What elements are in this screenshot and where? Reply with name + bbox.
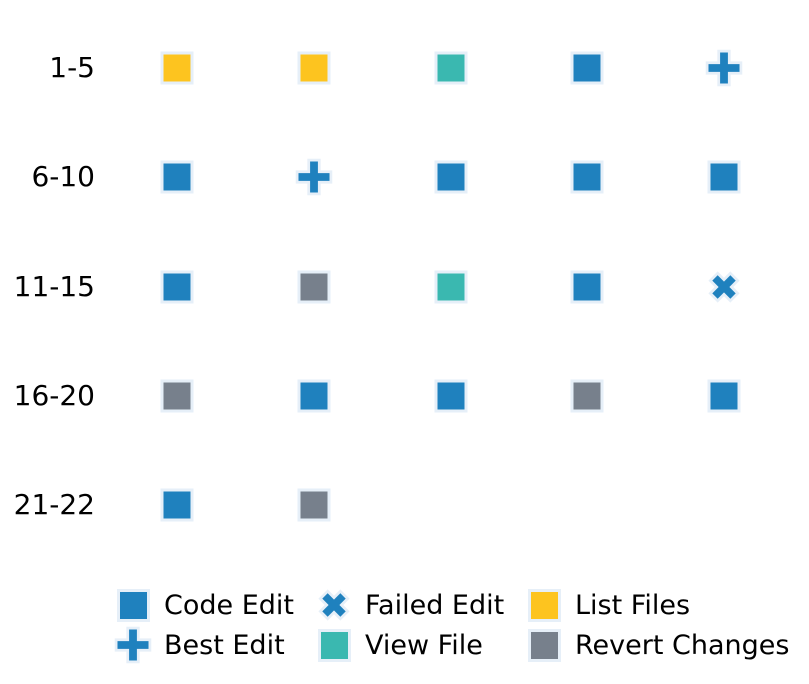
legend-label: Best Edit (164, 629, 285, 661)
marker-revert-changes (527, 628, 561, 662)
legend-item-list-files: List Files (526, 585, 789, 625)
failed-edit-x-icon (318, 589, 350, 621)
legend-item-failed-edit: Failed Edit (316, 585, 526, 625)
legend-label: List Files (575, 589, 691, 621)
legend-item-best-edit: Best Edit (114, 625, 316, 665)
marker-code-edit (434, 379, 467, 413)
code-edit-square-icon (434, 379, 467, 413)
marker-code-edit (160, 488, 194, 522)
marker-code-edit (160, 160, 194, 194)
marker-list-files (160, 51, 194, 85)
code-edit-square-icon (297, 379, 331, 413)
legend-swatch (316, 586, 352, 624)
legend-swatch (526, 588, 562, 622)
marker-code-edit (570, 51, 604, 85)
marker-code-edit (160, 270, 194, 304)
marker-failed-edit (315, 586, 353, 624)
view-file-square-icon (317, 628, 351, 662)
legend-item-view-file: View File (316, 625, 526, 665)
legend-label: Failed Edit (365, 589, 505, 621)
list-files-square-icon (527, 588, 561, 622)
row-label-11-15: 11-15 (13, 270, 95, 303)
code-edit-square-icon (707, 379, 741, 413)
marker-revert-changes (297, 488, 331, 522)
failed-edit-x-icon (708, 271, 740, 303)
row-label-21-22: 21-22 (13, 488, 95, 521)
code-edit-square-icon (570, 160, 604, 194)
marker-best-edit (705, 49, 743, 87)
revert-changes-square-icon (297, 488, 331, 522)
marker-view-file (434, 270, 467, 304)
revert-changes-square-icon (570, 379, 604, 413)
row-label-16-20: 16-20 (13, 379, 95, 412)
legend-swatch (114, 626, 152, 664)
view-file-square-icon (434, 51, 467, 85)
marker-list-files (527, 588, 561, 622)
code-edit-square-icon (570, 51, 604, 85)
row-label-6-10: 6-10 (31, 160, 95, 193)
marker-code-edit (707, 160, 741, 194)
marker-view-file (434, 51, 467, 85)
marker-best-edit (114, 626, 152, 664)
list-files-square-icon (297, 51, 331, 85)
code-edit-square-icon (570, 270, 604, 304)
legend-label: Code Edit (164, 589, 294, 621)
revert-changes-square-icon (297, 270, 331, 304)
marker-revert-changes (297, 270, 331, 304)
marker-view-file (317, 628, 351, 662)
view-file-square-icon (434, 270, 467, 304)
legend-item-revert-changes: Revert Changes (526, 625, 789, 665)
marker-code-edit (297, 379, 331, 413)
legend-label: Revert Changes (575, 629, 790, 661)
list-files-square-icon (160, 51, 194, 85)
revert-changes-square-icon (527, 628, 561, 662)
revert-changes-square-icon (160, 379, 194, 413)
code-edit-square-icon (434, 160, 467, 194)
code-edit-square-icon (160, 160, 194, 194)
legend: Code Edit Failed Edit List Files Best Edit V… (114, 585, 789, 665)
best-edit-plus-icon (295, 158, 333, 196)
legend-swatch (316, 628, 352, 662)
marker-code-edit (434, 160, 467, 194)
best-edit-plus-icon (705, 49, 743, 87)
legend-swatch (526, 628, 562, 662)
marker-code-edit (570, 160, 604, 194)
marker-code-edit (116, 588, 150, 622)
marker-revert-changes (160, 379, 194, 413)
code-edit-square-icon (160, 488, 194, 522)
marker-list-files (297, 51, 331, 85)
marker-best-edit (295, 158, 333, 196)
legend-item-code-edit: Code Edit (115, 585, 316, 625)
best-edit-plus-icon (114, 626, 152, 664)
marker-code-edit (570, 270, 604, 304)
marker-failed-edit (705, 268, 743, 306)
legend-swatch (115, 588, 151, 622)
code-edit-square-icon (116, 588, 150, 622)
marker-revert-changes (570, 379, 604, 413)
marker-code-edit (707, 379, 741, 413)
legend-label: View File (365, 629, 483, 661)
code-edit-square-icon (160, 270, 194, 304)
row-label-1-5: 1-5 (49, 51, 95, 84)
code-edit-square-icon (707, 160, 741, 194)
